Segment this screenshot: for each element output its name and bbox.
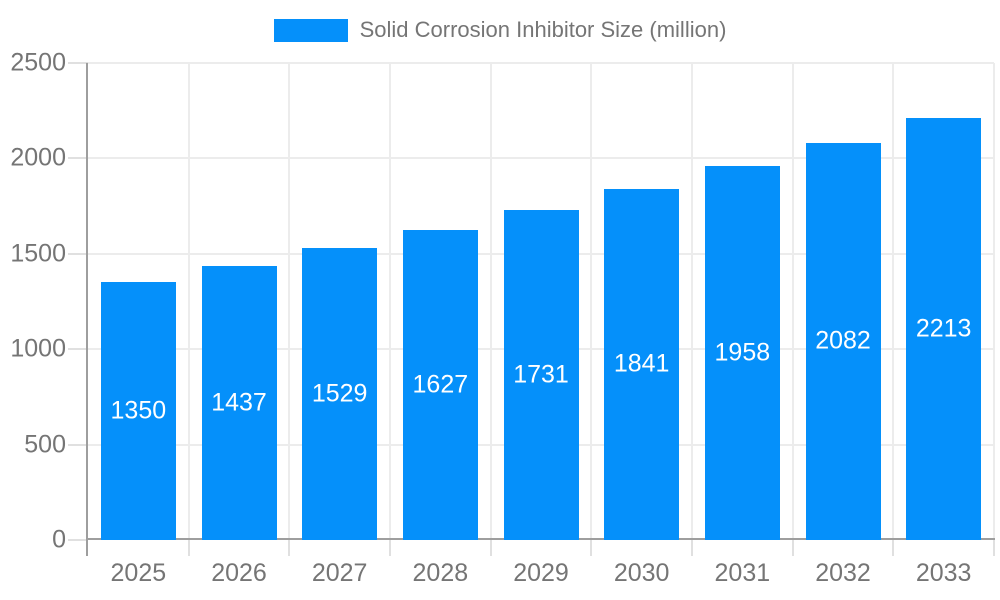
- bar-value-label: 1437: [211, 388, 267, 417]
- bar-2031[interactable]: 1958: [704, 166, 780, 540]
- x-axis-tick: [993, 540, 995, 556]
- gridline-vertical: [187, 63, 190, 540]
- x-axis-tick: [288, 540, 291, 556]
- y-axis-tick-label: 1500: [10, 239, 66, 268]
- bar-2029[interactable]: 1731: [503, 209, 579, 540]
- y-axis-tick: [68, 62, 88, 64]
- bar-value-label: 1731: [513, 360, 569, 389]
- bar-2032[interactable]: 2082: [805, 142, 881, 540]
- gridline-vertical: [489, 63, 492, 540]
- gridline-vertical: [892, 63, 895, 540]
- x-axis-tick: [892, 540, 895, 556]
- bar-2027[interactable]: 1529: [302, 248, 378, 540]
- bar-2025[interactable]: 1350: [100, 282, 176, 540]
- bar-value-label: 2213: [915, 314, 972, 343]
- gridline-vertical: [993, 63, 995, 540]
- x-axis-tick: [187, 540, 190, 556]
- y-axis-tick: [68, 443, 88, 446]
- x-axis-tick-label: 2026: [211, 559, 267, 587]
- bar-value-label: 1958: [714, 338, 771, 367]
- gridline-vertical: [389, 63, 391, 540]
- x-axis-tick-label: 2031: [714, 559, 771, 587]
- x-axis-tick-label: 2033: [915, 559, 972, 587]
- x-axis-tick-label: 2030: [613, 559, 670, 587]
- y-axis-tick: [68, 252, 88, 255]
- bar-value-label: 1627: [412, 370, 469, 399]
- x-axis-tick-label: 2027: [311, 559, 368, 587]
- bar-2028[interactable]: 1627: [402, 229, 478, 540]
- bar-value-label: 2082: [815, 326, 871, 355]
- gridline-vertical: [590, 63, 593, 540]
- gridline-vertical: [791, 63, 794, 540]
- bar-2033[interactable]: 2213: [906, 117, 982, 540]
- x-axis-tick-label: 2025: [110, 559, 167, 587]
- y-axis-tick: [68, 157, 88, 160]
- bar-value-label: 1350: [110, 396, 167, 425]
- x-axis-tick: [389, 540, 391, 556]
- y-axis-tick-label: 2000: [10, 143, 66, 172]
- gridline-vertical: [288, 63, 291, 540]
- bar-value-label: 1841: [613, 349, 670, 378]
- gridline-horizontal: [88, 62, 994, 64]
- x-axis-tick-label: 2029: [513, 559, 569, 587]
- bar-2030[interactable]: 1841: [604, 188, 680, 540]
- legend-item[interactable]: Solid Corrosion Inhibitor Size (million): [0, 17, 1000, 43]
- y-axis-tick-label: 2500: [10, 48, 66, 77]
- y-axis-line: [86, 63, 88, 556]
- x-axis-tick: [791, 540, 794, 556]
- y-axis-tick-label: 500: [24, 430, 66, 459]
- x-axis-tick: [691, 540, 693, 556]
- legend-label: Solid Corrosion Inhibitor Size (million): [359, 17, 727, 42]
- gridline-vertical: [691, 63, 693, 540]
- x-axis-tick: [590, 540, 593, 556]
- legend-swatch-icon: [273, 18, 348, 42]
- y-axis-tick-label: 0: [52, 525, 66, 554]
- y-axis-tick: [68, 348, 88, 351]
- bar-value-label: 1529: [311, 379, 368, 408]
- y-axis-tick-label: 1000: [10, 334, 66, 363]
- x-axis-tick-label: 2032: [815, 559, 871, 587]
- bar-2026[interactable]: 1437: [201, 265, 277, 540]
- gridline-horizontal: [88, 157, 994, 160]
- x-axis-tick: [489, 540, 492, 556]
- y-axis-tick: [68, 539, 88, 541]
- x-axis-tick-label: 2028: [412, 559, 469, 587]
